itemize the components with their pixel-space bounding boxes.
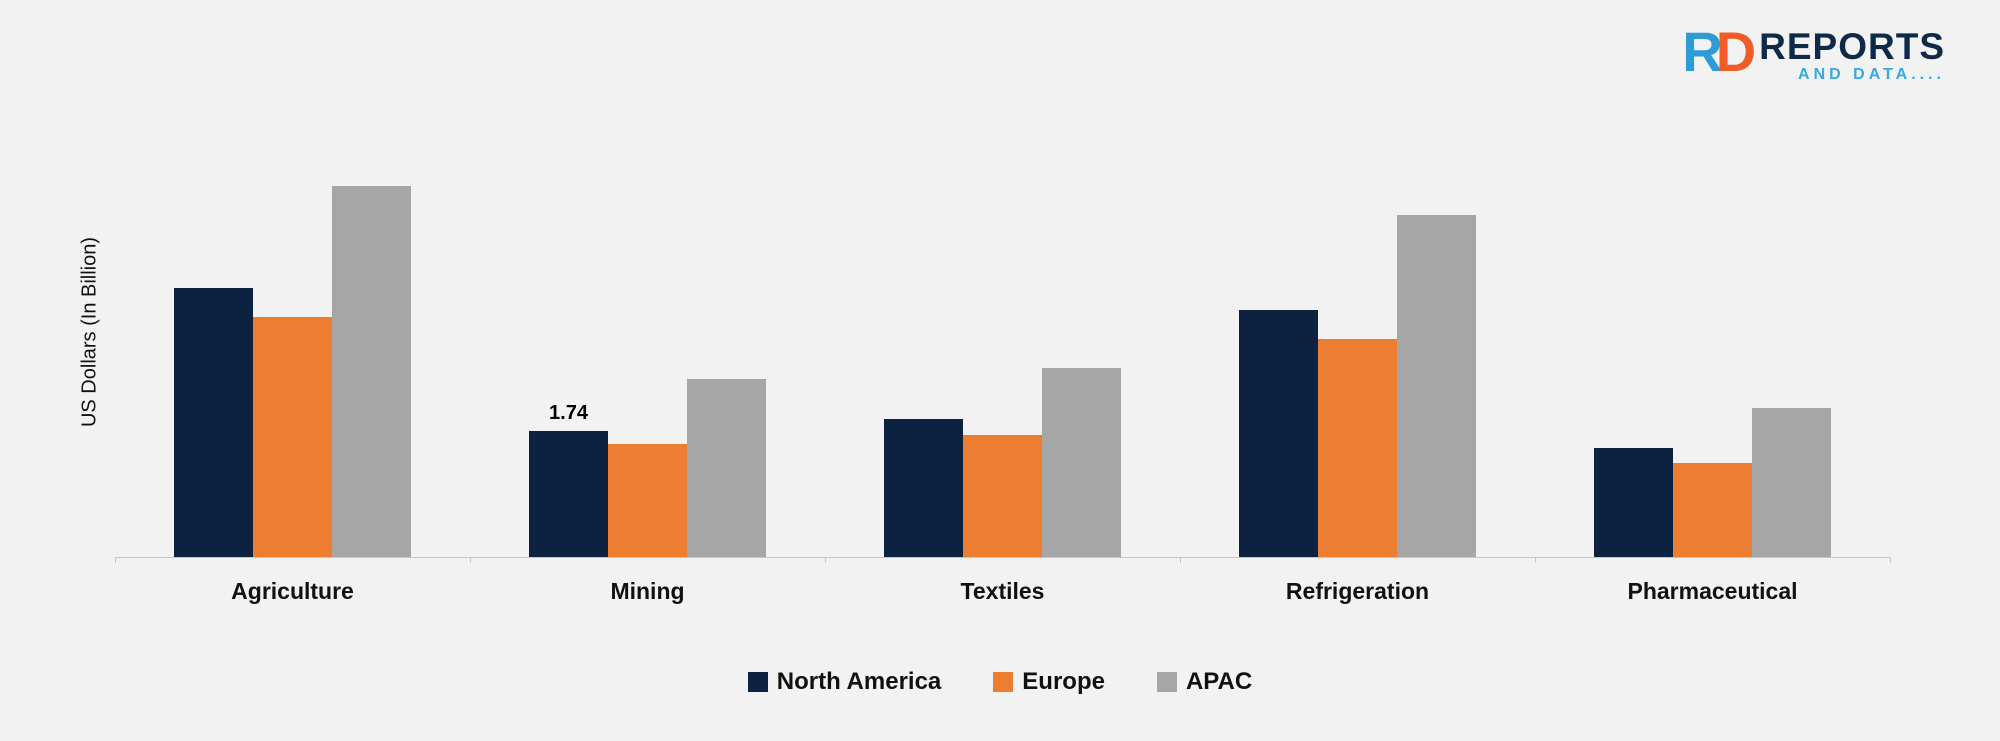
chart-legend: North America Europe APAC	[0, 668, 2000, 696]
x-axis-tick	[1535, 557, 1536, 563]
logo-monogram-icon: R D	[1682, 20, 1757, 83]
bar-group-pharmaceutical	[1535, 157, 1890, 557]
bar-europe-pharmaceutical	[1673, 462, 1752, 557]
x-axis-tick	[1180, 557, 1181, 563]
logo-letter-r: R	[1682, 20, 1723, 83]
bar-north-america-refrigeration	[1239, 309, 1318, 557]
logo-title: REPORTS	[1759, 26, 1945, 67]
data-label-north-america-mining: 1.74	[549, 401, 588, 424]
category-label-refrigeration: Refrigeration	[1285, 578, 1430, 604]
legend-swatch-north-america	[747, 672, 768, 692]
bar-europe-mining	[608, 444, 687, 557]
x-axis-tick	[1890, 557, 1891, 563]
logo-text: REPORTS AND DATA....	[1759, 26, 1945, 84]
bar-north-america-agriculture	[174, 287, 253, 557]
category-label-pharmaceutical: Pharmaceutical	[1627, 578, 1798, 604]
legend-swatch-europe	[993, 672, 1014, 692]
category-label-agriculture: Agriculture	[231, 578, 354, 604]
bar-apac-pharmaceutical	[1752, 407, 1831, 557]
x-axis-tick	[115, 557, 116, 563]
category-label-row: Agriculture Mining Textiles Refrigeration Ph…	[115, 578, 1890, 605]
bar-apac-mining	[687, 378, 766, 557]
legend-swatch-apac	[1156, 672, 1177, 692]
plot-area: 1.74	[115, 157, 1890, 557]
logo-subtitle: AND DATA....	[1798, 66, 1945, 83]
category-label-mining: Mining	[610, 578, 685, 604]
legend-label-europe: Europe	[1022, 668, 1105, 695]
bar-group-refrigeration	[1180, 157, 1535, 557]
bar-apac-textiles	[1042, 367, 1121, 557]
legend-label-north-america: North America	[776, 668, 942, 695]
y-axis-label: US Dollars (In Billion)	[78, 236, 101, 428]
bar-group-textiles	[825, 157, 1180, 557]
legend-item-apac: APAC	[1156, 668, 1253, 696]
bar-apac-refrigeration	[1397, 215, 1476, 557]
bar-north-america-textiles	[884, 418, 963, 557]
bar-apac-agriculture	[332, 186, 411, 557]
bar-group-agriculture	[115, 157, 470, 557]
x-axis-tick	[470, 557, 471, 563]
x-axis-tick	[825, 557, 826, 563]
legend-label-apac: APAC	[1185, 668, 1253, 695]
bar-europe-textiles	[963, 434, 1042, 557]
bar-north-america-mining: 1.74	[529, 402, 608, 557]
category-label-textiles: Textiles	[960, 578, 1045, 604]
bar-europe-agriculture	[253, 317, 332, 557]
legend-item-north-america: North America	[747, 668, 942, 696]
bar-europe-refrigeration	[1318, 338, 1397, 557]
bar-north-america-pharmaceutical	[1594, 447, 1673, 557]
reports-and-data-logo: R D REPORTS AND DATA....	[1682, 20, 1945, 84]
logo-letter-d: D	[1715, 20, 1757, 83]
legend-item-europe: Europe	[993, 668, 1105, 696]
x-axis-line	[115, 557, 1890, 558]
bar-group-mining: 1.74	[470, 157, 825, 557]
